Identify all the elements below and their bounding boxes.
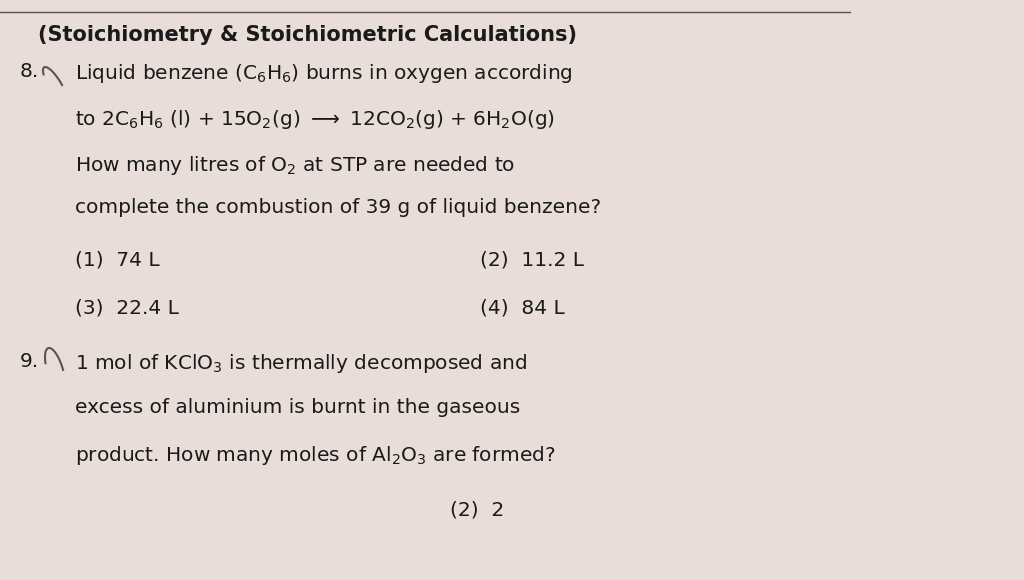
Text: Liquid benzene (C$_6$H$_6$) burns in oxygen according: Liquid benzene (C$_6$H$_6$) burns in oxy… [75, 62, 572, 85]
Text: (2)  11.2 L: (2) 11.2 L [480, 250, 584, 269]
Text: (2)  2: (2) 2 [450, 500, 504, 519]
Text: complete the combustion of 39 g of liquid benzene?: complete the combustion of 39 g of liqui… [75, 198, 601, 217]
Text: (1)  74 L: (1) 74 L [75, 250, 160, 269]
Text: How many litres of O$_2$ at STP are needed to: How many litres of O$_2$ at STP are need… [75, 154, 515, 177]
Text: (3)  22.4 L: (3) 22.4 L [75, 298, 179, 317]
Text: 1 mol of KClO$_3$ is thermally decomposed and: 1 mol of KClO$_3$ is thermally decompose… [75, 352, 527, 375]
Text: (4)  84 L: (4) 84 L [480, 298, 565, 317]
Text: (Stoichiometry & Stoichiometric Calculations): (Stoichiometry & Stoichiometric Calculat… [38, 25, 577, 45]
Text: product. How many moles of Al$_2$O$_3$ are formed?: product. How many moles of Al$_2$O$_3$ a… [75, 444, 556, 467]
Text: excess of aluminium is burnt in the gaseous: excess of aluminium is burnt in the gase… [75, 398, 520, 417]
Text: 9.: 9. [20, 352, 39, 371]
Text: to 2C$_6$H$_6$ (l) + 15O$_2$(g) $\longrightarrow$ 12CO$_2$(g) + 6H$_2$O(g): to 2C$_6$H$_6$ (l) + 15O$_2$(g) $\longri… [75, 108, 555, 131]
Text: 8.: 8. [20, 62, 39, 81]
